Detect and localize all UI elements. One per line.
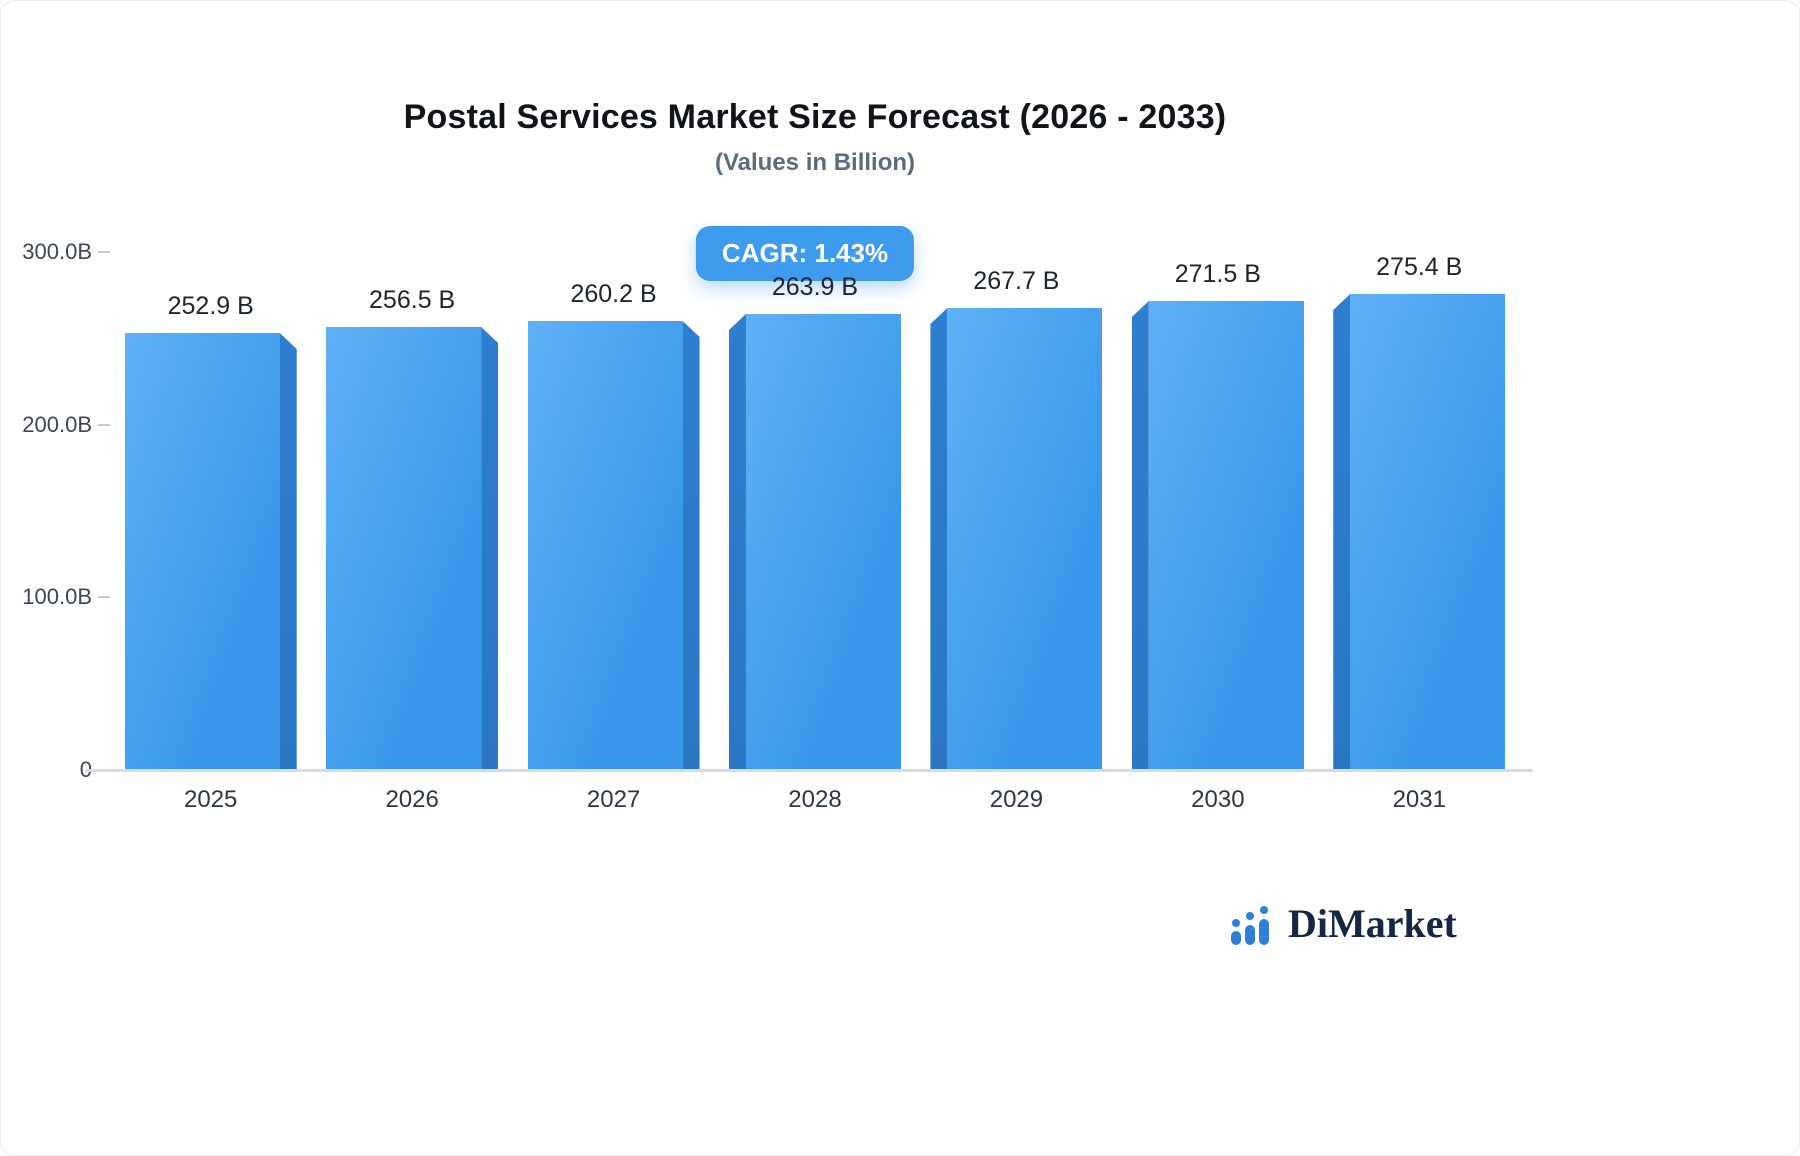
bar-face <box>1148 301 1304 770</box>
bar-face <box>1350 294 1506 770</box>
bar-value-label: 263.9 B <box>771 273 859 301</box>
bar-slot: 271.5 B <box>1117 252 1318 770</box>
bar-value-label: 275.4 B <box>1376 253 1463 281</box>
bar-face <box>326 327 482 770</box>
bar-side-shadow <box>930 308 948 770</box>
x-axis-label: 2028 <box>788 786 842 813</box>
x-axis-line <box>85 769 1533 772</box>
bar-value-label: 256.5 B <box>369 286 456 314</box>
logo-bar-chart-icon <box>1228 901 1276 947</box>
logo: DiMarket <box>1228 901 1457 947</box>
bar-slot: 260.2 B <box>513 252 714 770</box>
bar-side-shadow <box>279 333 297 770</box>
x-axis-label: 2031 <box>1392 786 1446 813</box>
bar-value-label: 260.2 B <box>570 280 657 308</box>
y-axis-label: 200.0B <box>22 411 92 437</box>
bar-2030 <box>1131 301 1304 770</box>
bar-side-shadow <box>481 327 499 770</box>
bar-face <box>947 308 1103 770</box>
bar-2025 <box>124 333 297 770</box>
bar-slot: 252.9 B <box>110 252 311 770</box>
y-axis-tick <box>98 251 110 253</box>
chart-title: Postal Services Market Size Forecast (20… <box>403 98 1227 136</box>
bar-side-shadow <box>728 314 746 770</box>
bar-2029 <box>930 308 1103 770</box>
bar-value-label: 267.7 B <box>973 267 1060 295</box>
bar-side-shadow <box>1131 301 1149 770</box>
bar-side-shadow <box>682 321 700 770</box>
bar-face <box>527 321 683 770</box>
cagr-badge: CAGR: 1.43% <box>695 226 915 281</box>
bar-2031 <box>1333 294 1506 770</box>
bar-2026 <box>326 327 499 770</box>
y-axis-label: 0 <box>8 757 92 783</box>
bar-side-shadow <box>1333 294 1351 770</box>
bar-slot: 256.5 B <box>311 252 512 770</box>
bars: 252.9 B 256.5 B 260.2 B 263.9 B 267.7 B 271.5… <box>110 252 1520 770</box>
x-axis-label: 2025 <box>184 786 238 813</box>
bar-face <box>124 333 280 770</box>
x-axis-label: 2027 <box>586 786 641 813</box>
bar-2028 <box>728 314 901 770</box>
bar-2027 <box>527 321 700 770</box>
bar-slot: 263.9 B <box>714 252 915 770</box>
x-axis-label: 2030 <box>1191 786 1245 813</box>
y-axis-label: 300.0B <box>22 239 92 264</box>
chart-subtitle: (Values in Billion) <box>714 149 916 176</box>
x-axis-label: 2026 <box>385 786 439 813</box>
bar-slot: 267.7 B <box>916 252 1117 770</box>
y-axis-tick <box>98 423 110 426</box>
bar-face <box>745 314 901 770</box>
y-axis-label: 100.0B <box>22 584 92 610</box>
bar-value-label: 252.9 B <box>167 292 254 320</box>
y-axis-tick <box>98 596 110 599</box>
bar-value-label: 271.5 B <box>1174 260 1261 288</box>
x-axis-label: 2029 <box>989 786 1044 813</box>
logo-text: DiMarket <box>1288 901 1457 946</box>
bar-slot: 275.4 B <box>1319 252 1520 770</box>
plot-area: 252.9 B 256.5 B 260.2 B 263.9 B 267.7 B 271.5… <box>110 252 1520 770</box>
